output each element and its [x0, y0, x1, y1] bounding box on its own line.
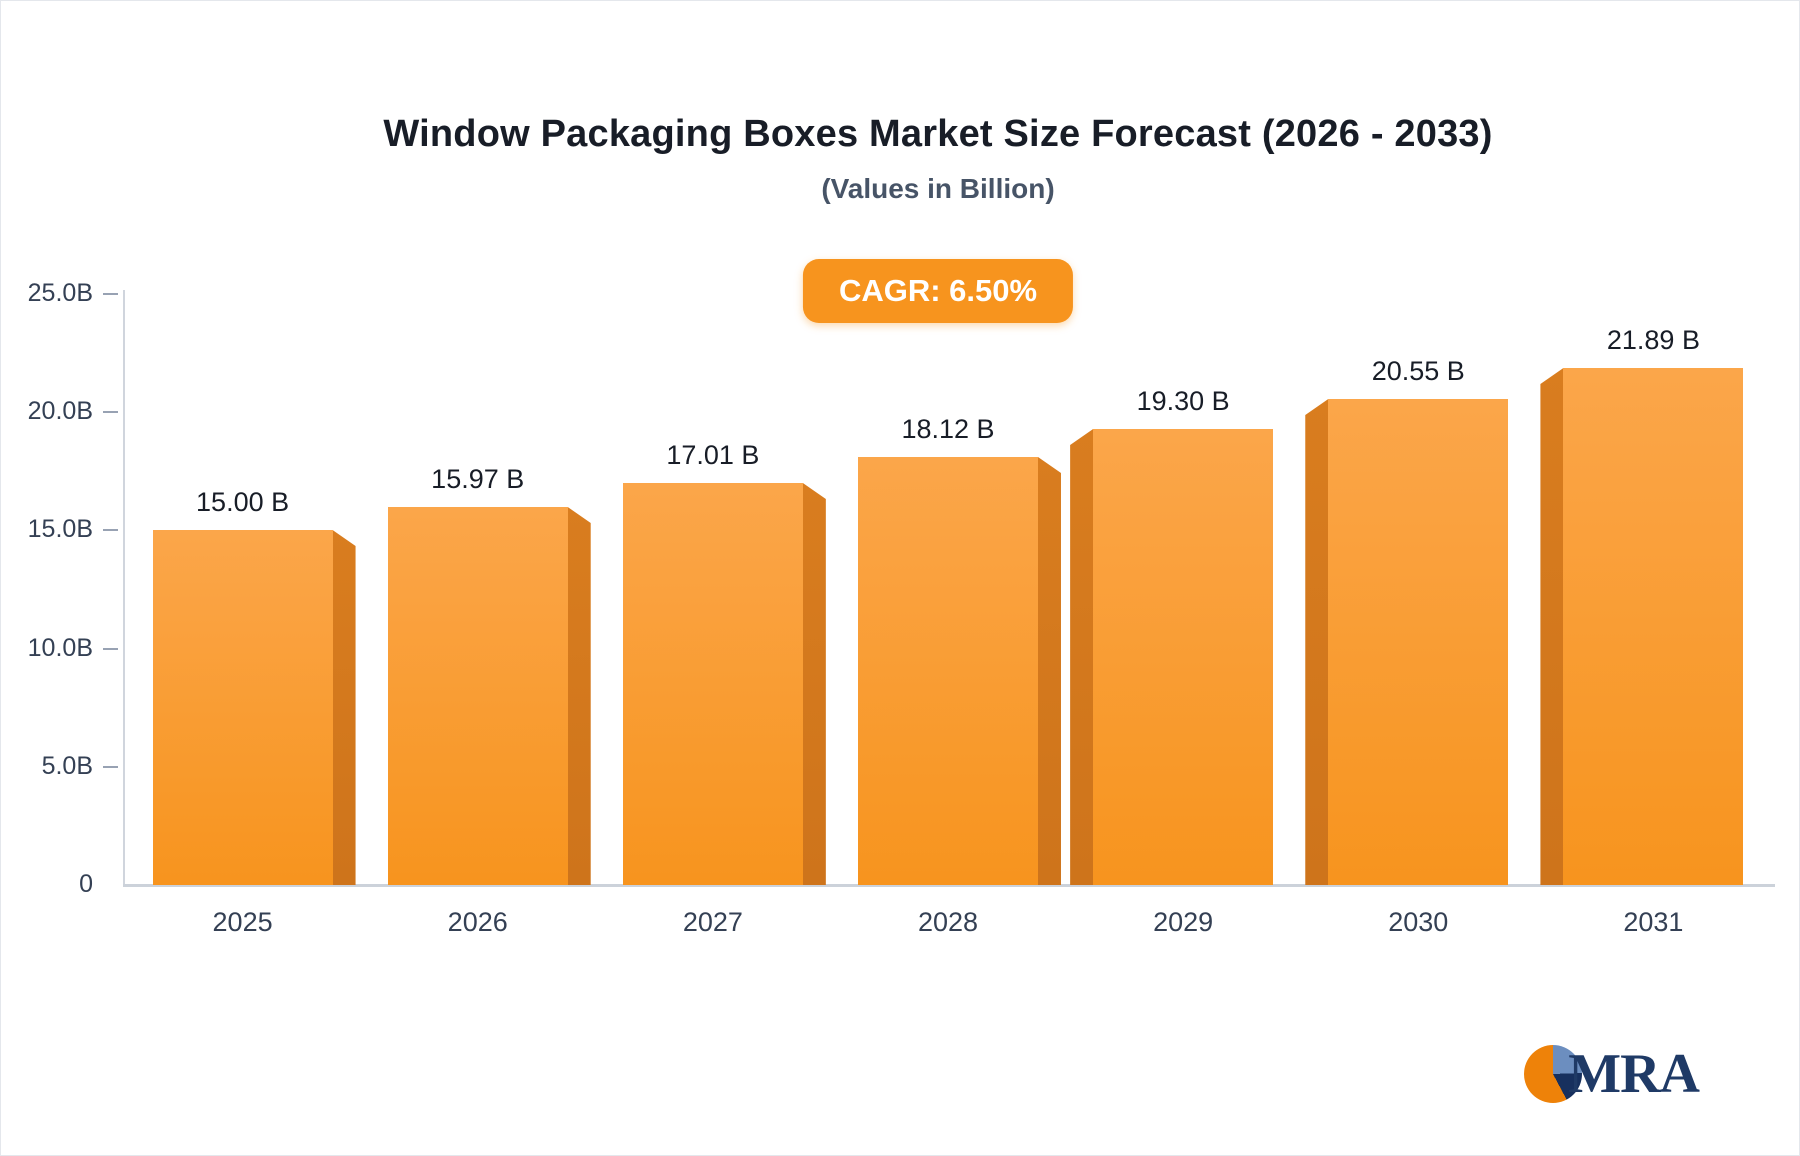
y-tick-mark — [103, 293, 118, 295]
y-tick-mark — [103, 411, 118, 414]
y-axis-label: 25.0B — [27, 279, 93, 307]
y-axis-label: 5.0B — [41, 751, 93, 780]
bar-2025[interactable] — [152, 530, 333, 885]
x-axis-label: 2030 — [1388, 907, 1449, 937]
bar-group: 15.97 B — [360, 464, 595, 885]
bar-2031[interactable] — [1563, 368, 1744, 885]
bar-value-label: 20.55 B — [1371, 356, 1465, 386]
bar-value-label: 19.30 B — [1136, 386, 1230, 416]
bar-2030[interactable] — [1328, 399, 1509, 885]
x-axis-line — [123, 884, 1775, 887]
y-axis-label: 10.0B — [27, 633, 93, 662]
x-axis-label: 2027 — [682, 907, 743, 937]
y-axis-label: 20.0B — [27, 397, 93, 426]
bar-value-label: 21.89 B — [1606, 325, 1700, 355]
bar-2027[interactable] — [622, 483, 803, 885]
bar-value-label: 15.00 B — [196, 487, 290, 517]
bar-2028[interactable] — [857, 457, 1038, 885]
x-axis-label: 2028 — [917, 907, 979, 937]
y-tick-mark — [103, 765, 118, 768]
chart-subtitle: (Values in Billion) — [821, 173, 1055, 204]
mra-logo-text: MRA — [1568, 1043, 1700, 1105]
bar-group: 17.01 B — [595, 440, 830, 885]
bar-group: 15.00 B — [125, 487, 360, 885]
y-tick-mark — [103, 647, 118, 650]
y-axis-line — [123, 290, 125, 887]
bar-value-label: 18.12 B — [901, 414, 995, 444]
bar-value-label: 15.97 B — [431, 464, 525, 494]
bar-group: 18.12 B — [830, 414, 1065, 885]
x-axis-label: 2031 — [1623, 907, 1684, 937]
bar-2026[interactable] — [387, 507, 568, 885]
mra-logo-icon — [1524, 1045, 1583, 1103]
bar-group: 19.30 B — [1066, 386, 1301, 885]
cagr-badge: CAGR: 6.50% — [802, 259, 1074, 323]
y-axis-label: 0 — [79, 870, 93, 898]
x-axis-label: 2029 — [1153, 907, 1214, 937]
bar-group: 21.89 B — [1536, 325, 1771, 885]
bar-group: 20.55 B — [1301, 356, 1536, 885]
plot-area: 15.00 B 15.97 B 17.01 B 18.12 B 19.30 B 20.55… — [125, 294, 1771, 885]
bar-value-label: 17.01 B — [666, 440, 760, 470]
mra-logo: MRA — [1524, 1043, 1700, 1105]
bar-2029[interactable] — [1093, 429, 1274, 885]
chart-title: Window Packaging Boxes Market Size Forec… — [383, 113, 1493, 155]
y-tick-mark — [103, 529, 118, 532]
y-axis-label: 15.0B — [27, 515, 93, 544]
x-axis-label: 2026 — [447, 907, 508, 937]
x-axis-labels: 2025 2026 2027 2028 2029 2030 2031 — [125, 907, 1771, 938]
x-axis-label: 2025 — [212, 907, 273, 937]
